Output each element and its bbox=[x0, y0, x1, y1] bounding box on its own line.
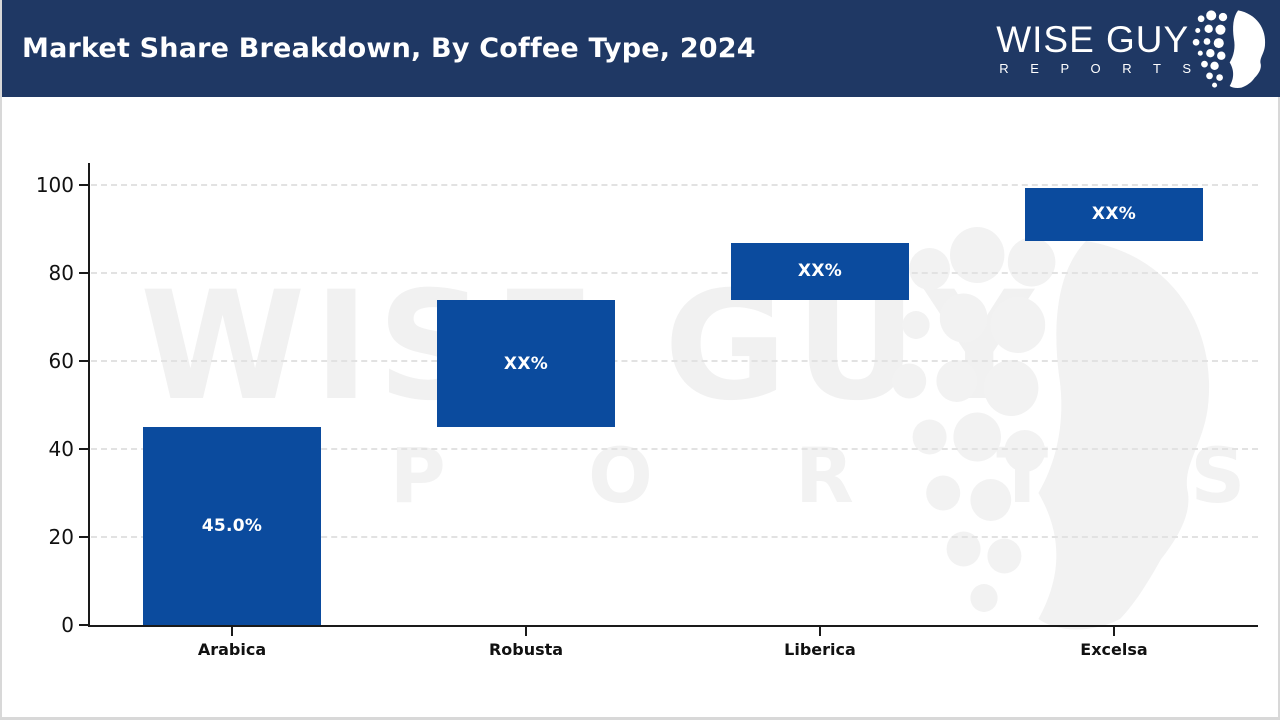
bar-robusta: XX% bbox=[437, 300, 615, 427]
x-category-label-robusta: Robusta bbox=[488, 640, 564, 659]
y-tick-mark-80 bbox=[79, 272, 88, 274]
y-tick-label-80: 80 bbox=[48, 261, 74, 285]
bar-value-label-robusta: XX% bbox=[503, 353, 549, 374]
x-axis-line bbox=[88, 625, 1258, 627]
bar-value-label-liberica: XX% bbox=[797, 261, 843, 282]
y-tick-mark-40 bbox=[79, 448, 88, 450]
y-tick-label-40: 40 bbox=[48, 437, 74, 461]
y-tick-label-20: 20 bbox=[48, 525, 74, 549]
gridline-100 bbox=[91, 184, 1258, 186]
bar-value-label-excelsa: XX% bbox=[1091, 204, 1137, 225]
header-bar: Market Share Breakdown, By Coffee Type, … bbox=[2, 0, 1280, 97]
y-tick-mark-100 bbox=[79, 184, 88, 186]
y-axis-line bbox=[88, 163, 90, 627]
y-tick-mark-0 bbox=[79, 624, 88, 626]
x-tick-mark-arabica bbox=[231, 627, 233, 636]
page-title: Market Share Breakdown, By Coffee Type, … bbox=[22, 33, 756, 64]
y-tick-label-60: 60 bbox=[48, 349, 74, 373]
y-tick-mark-20 bbox=[79, 536, 88, 538]
gridline-20 bbox=[91, 536, 1258, 538]
bar-liberica: XX% bbox=[731, 242, 909, 300]
bar-value-label-arabica: 45.0% bbox=[201, 516, 263, 536]
x-category-label-excelsa: Excelsa bbox=[1080, 640, 1148, 659]
brand-head-icon bbox=[1192, 9, 1266, 88]
brand-subname: R E P O R T S bbox=[999, 61, 1200, 76]
brand-name: WISE GUY bbox=[996, 19, 1190, 60]
y-tick-label-0: 0 bbox=[61, 613, 74, 637]
y-tick-mark-60 bbox=[79, 360, 88, 362]
gridline-80 bbox=[91, 272, 1258, 274]
x-tick-mark-liberica bbox=[819, 627, 821, 636]
brand-logo-text: WISE GUY R E P O R T S bbox=[996, 21, 1200, 76]
y-tick-label-100: 100 bbox=[35, 173, 74, 197]
x-tick-mark-robusta bbox=[525, 627, 527, 636]
brand-logo: WISE GUY R E P O R T S bbox=[996, 6, 1280, 92]
gridline-40 bbox=[91, 448, 1258, 450]
x-tick-mark-excelsa bbox=[1113, 627, 1115, 636]
bar-excelsa: XX% bbox=[1025, 187, 1203, 242]
bar-arabica: 45.0% bbox=[143, 427, 321, 625]
x-category-label-arabica: Arabica bbox=[197, 640, 267, 659]
watermark-head-graphic bbox=[892, 227, 1210, 630]
gridline-60 bbox=[91, 360, 1258, 362]
x-category-label-liberica: Liberica bbox=[784, 640, 856, 659]
